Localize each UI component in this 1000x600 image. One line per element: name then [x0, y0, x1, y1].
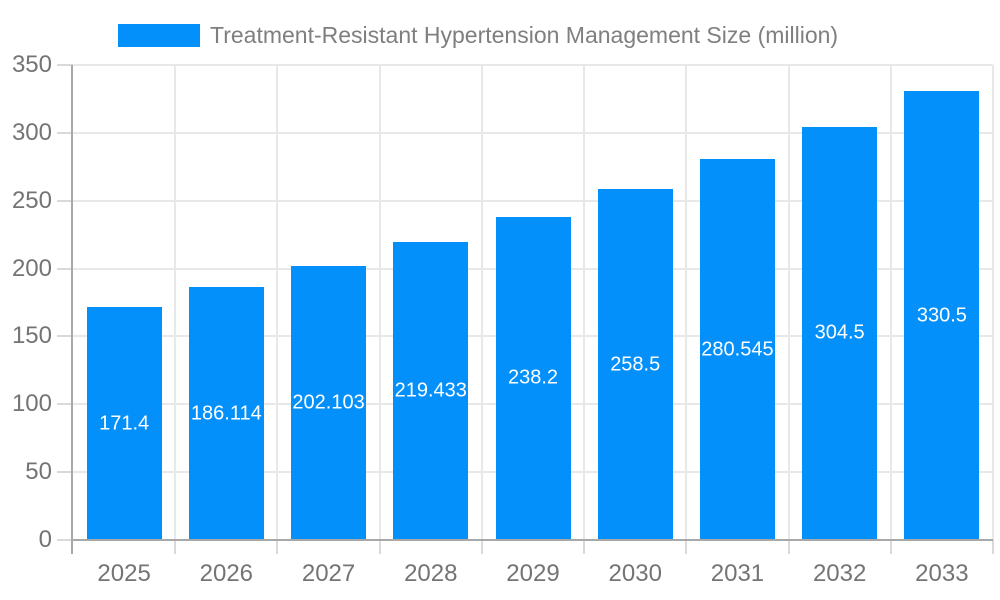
- bar-2029[interactable]: 238.2: [495, 216, 571, 540]
- y-axis-tick-mark: [57, 471, 73, 474]
- bar-2031[interactable]: 280.545: [699, 159, 775, 540]
- x-axis-tick-mark: [480, 540, 483, 554]
- y-axis-tick-label: 350: [11, 51, 52, 78]
- bar-value-label: 202.103: [292, 391, 365, 414]
- x-axis-tick-mark: [787, 540, 790, 554]
- x-axis-tick-mark: [276, 540, 279, 554]
- v-gridline: [992, 65, 994, 540]
- y-axis-tick-label: 300: [11, 118, 52, 146]
- y-axis-tick-mark: [57, 131, 73, 134]
- y-axis-tick-mark: [57, 403, 73, 406]
- x-axis-tick-label: 2033: [915, 560, 969, 587]
- bar-value-label: 304.5: [814, 321, 865, 344]
- x-axis-tick-label: 2027: [301, 560, 356, 587]
- bar-2025[interactable]: 171.4: [86, 307, 162, 540]
- v-gridline: [787, 65, 790, 540]
- h-gridline: [73, 131, 993, 134]
- y-axis-tick-mark: [57, 267, 73, 270]
- x-axis-tick-label: 2029: [506, 560, 560, 587]
- bar-value-label: 330.5: [916, 304, 967, 327]
- bar-value-label: 238.2: [507, 366, 559, 389]
- y-axis-tick-mark: [57, 199, 73, 202]
- y-axis-tick-label: 50: [25, 458, 52, 486]
- x-axis-tick-label: 2031: [710, 560, 765, 587]
- x-axis-tick-mark: [378, 540, 381, 554]
- y-axis-tick-mark: [57, 335, 73, 338]
- x-axis-tick-mark: [583, 540, 586, 554]
- x-axis-tick-mark: [889, 540, 892, 554]
- h-gridline: [73, 64, 993, 66]
- y-axis-tick-label: 100: [11, 390, 52, 418]
- v-gridline: [583, 65, 586, 540]
- x-axis-tick-label: 2032: [812, 560, 867, 587]
- y-axis-tick-mark: [57, 64, 73, 66]
- bar-2030[interactable]: 258.5: [597, 189, 673, 540]
- h-gridline: [73, 199, 993, 202]
- x-axis-tick-label: 2025: [97, 560, 151, 587]
- v-gridline: [480, 65, 483, 540]
- v-gridline: [276, 65, 279, 540]
- chart-title: Treatment-Resistant Hypertension Managem…: [210, 22, 839, 48]
- bar-value-label: 280.545: [701, 338, 774, 361]
- y-axis-tick-mark: [57, 539, 73, 541]
- bar-value-label: 186.114: [190, 402, 262, 425]
- x-axis-tick-label: 2026: [199, 560, 254, 587]
- x-axis-tick-label: 2028: [404, 560, 458, 587]
- bar-2026[interactable]: 186.114: [188, 287, 264, 540]
- v-gridline: [889, 65, 892, 540]
- legend-marker[interactable]: [118, 24, 200, 47]
- y-axis-line: [71, 65, 73, 554]
- y-axis-tick-label: 150: [11, 322, 52, 350]
- y-axis-tick-label: 250: [11, 186, 52, 214]
- v-gridline: [685, 65, 688, 540]
- legend[interactable]: Treatment-Resistant Hypertension Managem…: [118, 22, 838, 49]
- x-axis-tick-mark: [992, 540, 994, 554]
- bar-value-label: 258.5: [610, 353, 661, 376]
- bar-2033[interactable]: 330.5: [904, 91, 980, 540]
- v-gridline: [378, 65, 381, 540]
- x-axis-line: [71, 539, 993, 541]
- v-gridline: [174, 65, 177, 540]
- x-axis-tick-label: 2030: [608, 560, 662, 587]
- bar-value-label: 171.4: [99, 412, 150, 435]
- x-axis-tick-mark: [685, 540, 688, 554]
- bar-2028[interactable]: 219.433: [393, 242, 469, 540]
- bar-2032[interactable]: 304.5: [802, 126, 878, 540]
- y-axis-tick-label: 0: [38, 526, 52, 553]
- bar-2027[interactable]: 202.103: [291, 265, 367, 540]
- bar-value-label: 219.433: [394, 379, 467, 402]
- x-axis-tick-mark: [174, 540, 177, 554]
- y-axis-tick-label: 200: [11, 254, 52, 282]
